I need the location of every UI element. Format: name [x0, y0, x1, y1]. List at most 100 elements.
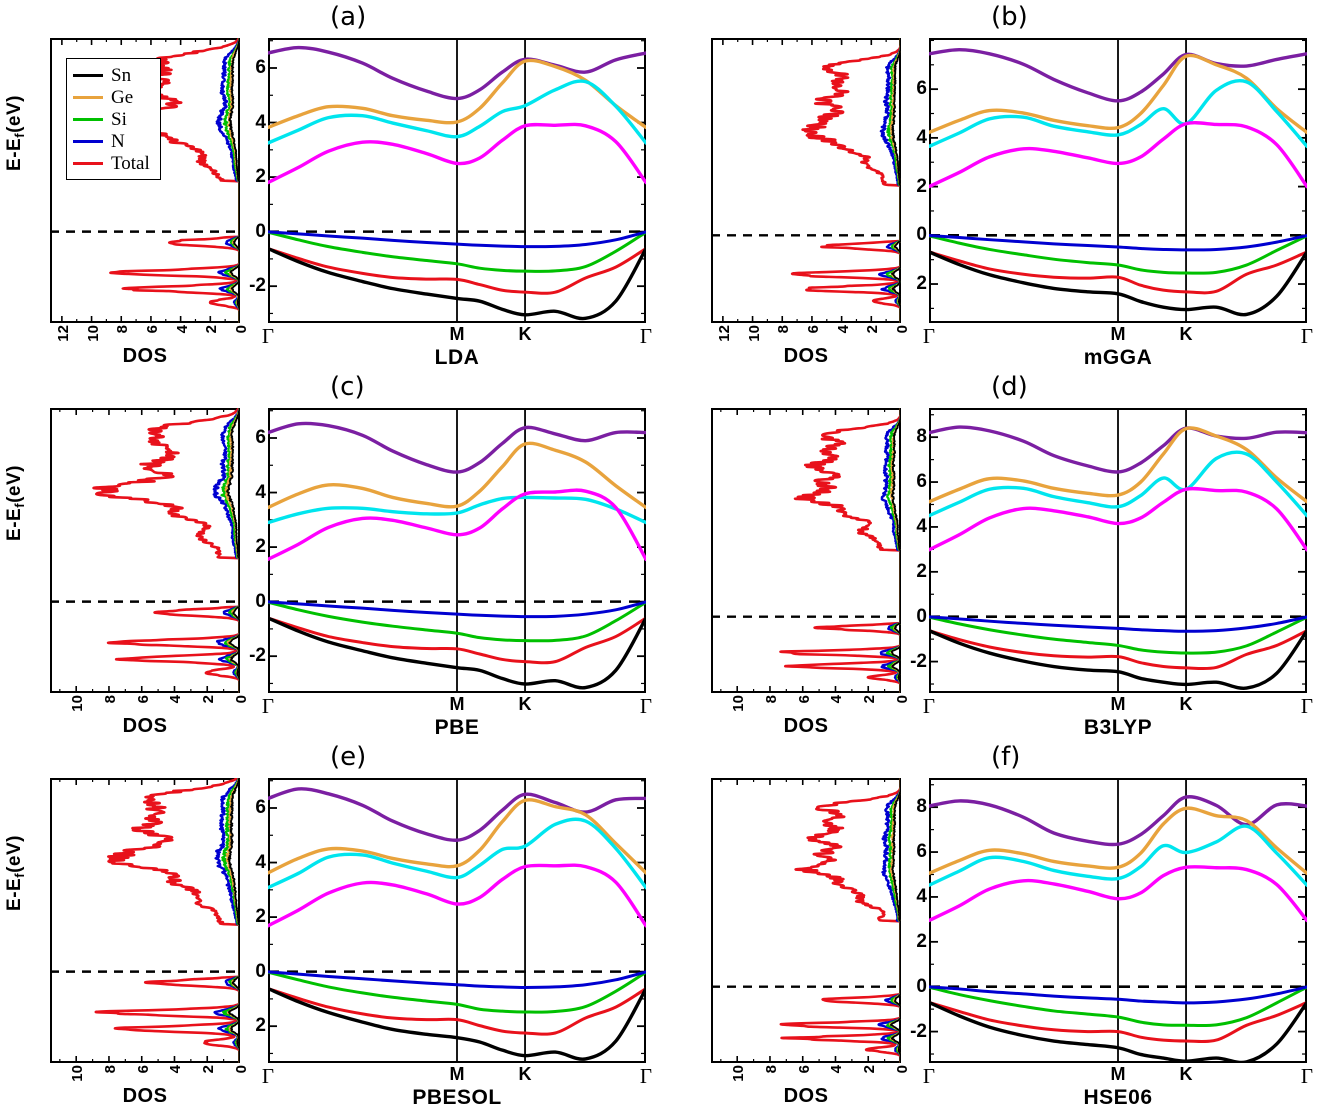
dos-plot-HSE06 — [711, 778, 901, 1063]
dos-tick-0: 0 — [233, 325, 250, 334]
dos-tick-4: 4 — [834, 325, 852, 334]
kpoint-label-1: M — [449, 324, 465, 344]
legend-swatch-N — [73, 139, 103, 143]
kpoint-label-1: M — [1110, 324, 1126, 344]
dos-tick-10: 10 — [84, 325, 102, 342]
band-ytick-8: 8 — [916, 426, 927, 448]
dos-plot-PBE — [50, 408, 240, 693]
band-plot-mGGA — [929, 38, 1307, 323]
dos-tick-6: 6 — [134, 695, 152, 704]
dos-tick-2: 2 — [200, 695, 218, 704]
dos-tick-10: 10 — [730, 695, 748, 712]
dos-curves — [50, 408, 240, 693]
band-ytick-4: 4 — [255, 481, 266, 503]
kpoint-label-0: Γ — [922, 324, 936, 348]
dos-axis-title: DOS — [783, 1085, 829, 1107]
band-ytick-2: 2 — [255, 166, 266, 188]
dos-curves — [50, 778, 240, 1063]
kpoint-label-0: Γ — [261, 324, 275, 348]
dos-tick-10: 10 — [745, 325, 763, 342]
dos-tick-10: 10 — [69, 695, 87, 712]
dos-tick-8: 8 — [762, 695, 780, 704]
kpoint-label-2: K — [518, 1064, 532, 1084]
dos-tick-0: 0 — [233, 1065, 250, 1074]
band-ytick-0: 0 — [255, 590, 266, 612]
band-ytick--2: -2 — [910, 650, 927, 672]
band-ytick-4: 4 — [916, 126, 927, 148]
panel-letter-c: (c) — [330, 372, 365, 402]
kpoint-label-1: M — [449, 694, 465, 714]
band-curves — [268, 38, 646, 323]
kpoint-label-0: Γ — [922, 694, 936, 718]
band-plot-B3LYP — [929, 408, 1307, 693]
legend-label-Si: Si — [111, 108, 127, 130]
kpoint-label-0: Γ — [261, 694, 275, 718]
band-ytick-2: 2 — [916, 930, 927, 952]
panel-row-2: E-Ef(eV) (c) 10 8 6 4 2 0 DOS 6 4 2 0 -2 Γ M K Γ PBE (d) 10 8… — [0, 370, 1321, 740]
legend-item-N: N — [73, 130, 150, 152]
band-y-tick-labels: 6 4 2 0 -2 — [224, 408, 266, 693]
kpoint-label-1: M — [1110, 1064, 1126, 1084]
dos-tick-8: 8 — [101, 695, 119, 704]
method-label-B3LYP: B3LYP — [1083, 716, 1153, 739]
band-ytick-2: 2 — [916, 560, 927, 582]
kpoint-label-2: K — [518, 694, 532, 714]
band-ytick-8: 8 — [916, 796, 927, 818]
band-ytick-2: 2 — [255, 906, 266, 928]
kpoint-label-2: K — [1179, 324, 1193, 344]
dos-tick-6: 6 — [143, 325, 161, 334]
kpoint-label-3: Γ — [1300, 694, 1314, 718]
panel-d: (d) 10 8 6 4 2 0 DOS 8 6 4 2 0 -2 Γ M K Γ B3LYP — [661, 370, 1321, 740]
band-ytick-0: 0 — [916, 975, 927, 997]
band-curves — [929, 38, 1307, 323]
dos-axis-title: DOS — [122, 1085, 168, 1107]
kpoint-label-2: K — [518, 324, 532, 344]
band-ytick-2: 2 — [916, 175, 927, 197]
band-ytick-0: 0 — [255, 960, 266, 982]
dos-tick-6: 6 — [795, 695, 813, 704]
method-label-LDA: LDA — [434, 346, 480, 369]
band-ytick-6: 6 — [916, 841, 927, 863]
panel-row-3: E-Ef(eV) (e) 10 8 6 4 2 0 DOS 6 4 2 0 2 Γ M K Γ PBESOL (f) 1… — [0, 740, 1321, 1110]
band-ytick-4: 4 — [255, 111, 266, 133]
dos-axis-title: DOS — [783, 345, 829, 367]
dos-axes-frame — [711, 38, 901, 323]
dos-tick-4: 4 — [828, 1065, 846, 1074]
dos-tick-2: 2 — [203, 325, 221, 334]
dos-tick-4: 4 — [167, 1065, 185, 1074]
dos-tick-10: 10 — [69, 1065, 87, 1082]
legend-label-Sn: Sn — [111, 64, 132, 86]
panel-letter-d: (d) — [991, 372, 1028, 402]
dos-tick-8: 8 — [114, 325, 132, 334]
legend-item-Ge: Ge — [73, 86, 150, 108]
band-ytick-0: 0 — [916, 605, 927, 627]
band-plot-LDA — [268, 38, 646, 323]
method-label-HSE06: HSE06 — [1083, 1086, 1153, 1109]
band-plot-PBESOL — [268, 778, 646, 1063]
kpoint-label-3: Γ — [639, 1064, 653, 1088]
method-label-PBE: PBE — [434, 716, 480, 739]
dos-tick-4: 4 — [173, 325, 191, 334]
band-plot-HSE06 — [929, 778, 1307, 1063]
kpoint-label-3: Γ — [639, 324, 653, 348]
kpoint-label-1: M — [1110, 694, 1126, 714]
band-ytick-4: 4 — [916, 885, 927, 907]
dos-plot-mGGA — [711, 38, 901, 323]
dos-tick-2: 2 — [864, 325, 882, 334]
band-ytick-4: 4 — [916, 515, 927, 537]
dos-axes-frame — [711, 778, 901, 1063]
kpoint-label-1: M — [449, 1064, 465, 1084]
dos-curves — [711, 778, 901, 1063]
band-curves — [268, 408, 646, 693]
panel-letter-e: (e) — [330, 742, 367, 772]
dos-axis-title: DOS — [783, 715, 829, 737]
band-ytick-6: 6 — [255, 57, 266, 78]
panel-f: (f) 10 8 6 4 2 0 DOS 8 6 4 2 0 -2 Γ M K Γ HSE06 — [661, 740, 1321, 1110]
band-ytick-0: 0 — [255, 220, 266, 242]
panel-row-1: E-Ef(eV) (a) 12 10 8 6 4 2 0 DOS 6 4 2 0 -2 Γ M K Γ LDA (b) 1… — [0, 0, 1321, 370]
